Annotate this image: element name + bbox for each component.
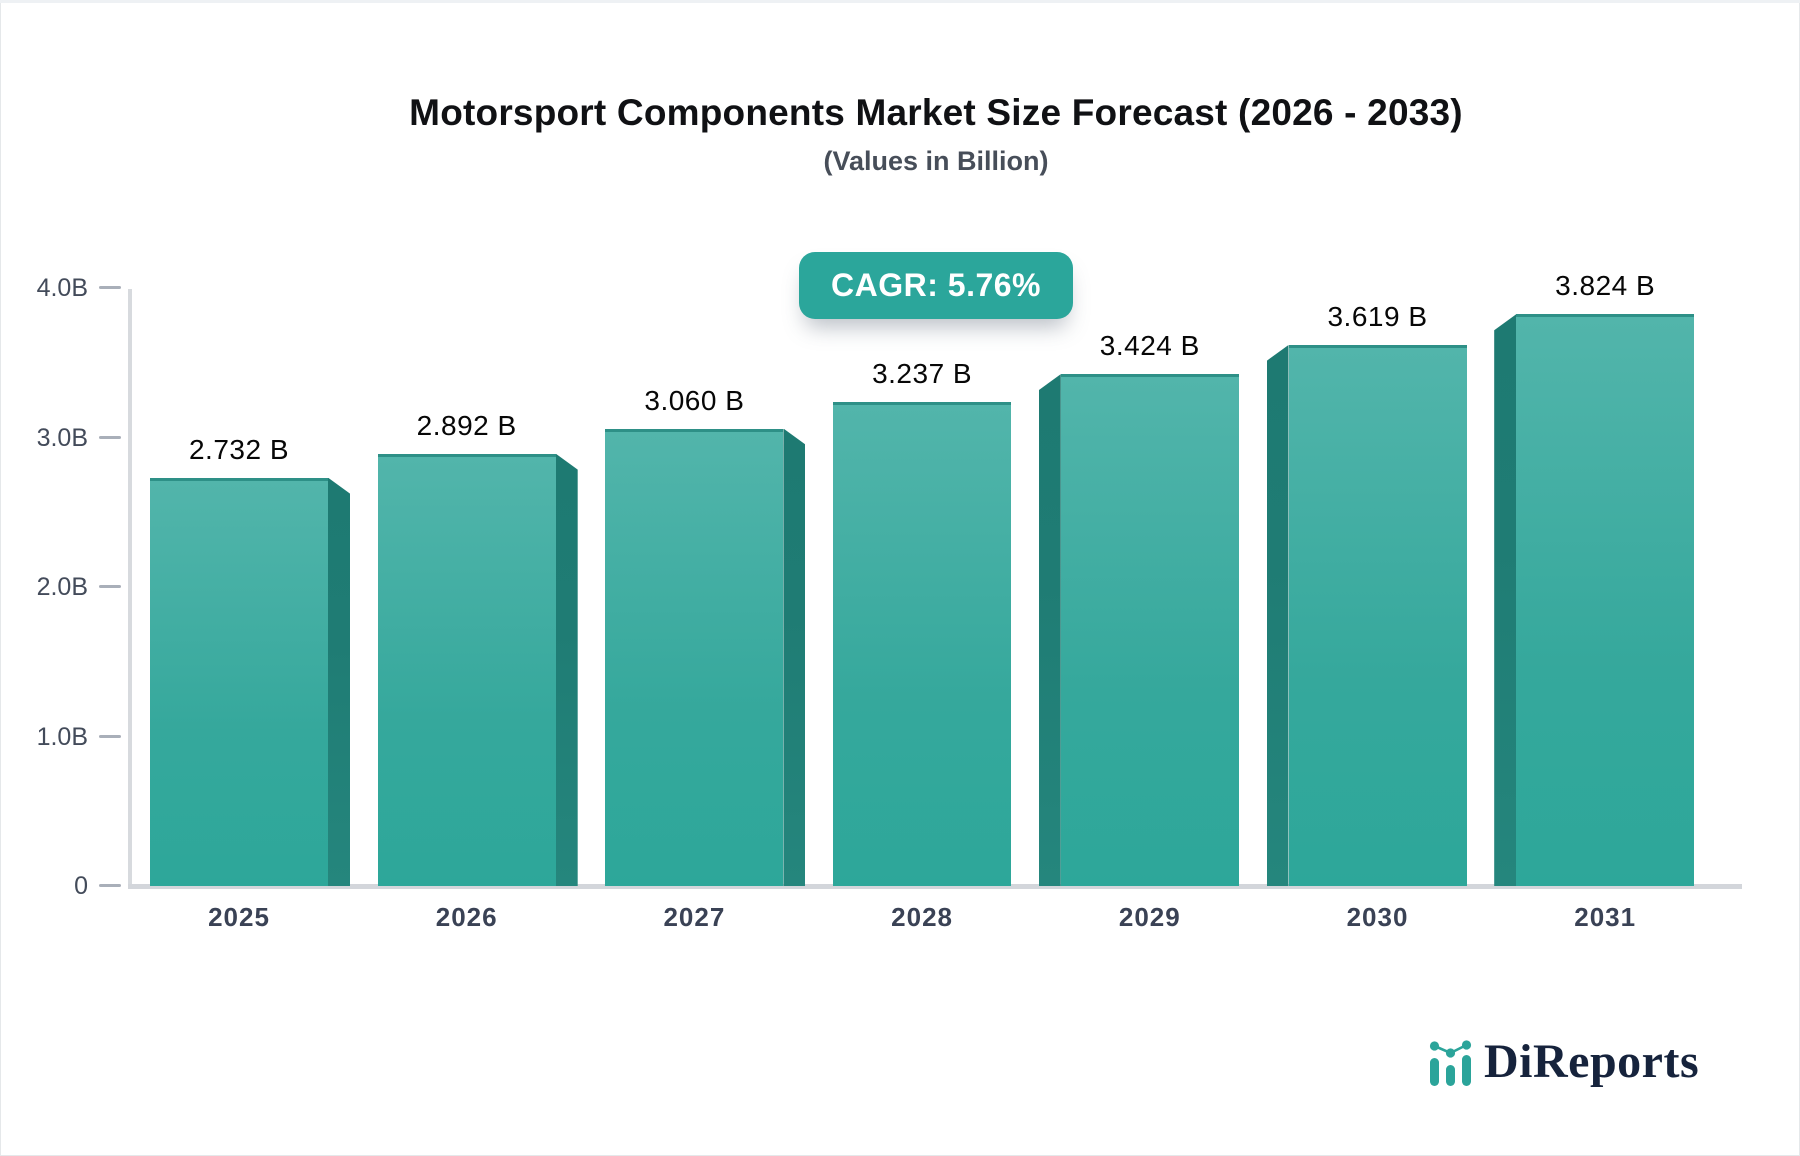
bar-value-label: 3.424 B [1099, 330, 1200, 362]
bar-line-chart-icon [1428, 1038, 1474, 1088]
bar-3d-side [1038, 374, 1061, 886]
bar-value-label: 2.892 B [416, 409, 517, 441]
y-tick-label: 4.0B [36, 274, 88, 302]
brand-logo-text: DiReports [1484, 1035, 1700, 1088]
brand-logo: DiReports [1428, 1036, 1699, 1088]
chart-subtitle: (Values in Billion) [823, 146, 1049, 176]
bar-value-label: 3.824 B [1555, 270, 1656, 302]
bar-3d-side [555, 453, 578, 886]
bar[interactable] [605, 428, 784, 886]
bar-value-label: 3.619 B [1327, 300, 1428, 332]
bar-value-label: 2.732 B [188, 433, 290, 465]
bar-value-label: 3.060 B [644, 384, 745, 416]
bar[interactable] [833, 402, 1012, 886]
bar[interactable] [1060, 374, 1239, 886]
x-tick-label: 2026 [435, 902, 498, 932]
bar-3d-side [328, 477, 350, 886]
chart-title: Motorsport Components Market Size Foreca… [409, 92, 1463, 133]
bar-value-label: 3.237 B [872, 358, 973, 390]
y-tick-dash [99, 585, 121, 588]
x-tick-label: 2025 [208, 902, 270, 932]
bar[interactable] [1288, 344, 1467, 886]
bar-3d-side [783, 428, 806, 886]
bar[interactable] [150, 477, 328, 886]
y-tick-label: 3.0B [36, 423, 88, 452]
bar[interactable] [377, 453, 556, 886]
y-tick-dash [99, 435, 121, 439]
x-axis-baseline [128, 884, 1742, 889]
x-tick-label: 2028 [891, 902, 954, 932]
y-tick-dash [99, 734, 121, 738]
x-tick-label: 2031 [1574, 902, 1637, 932]
top-edge-divider [0, 0, 1800, 3]
y-tick-label: 1.0B [36, 722, 88, 751]
y-tick-label: 2.0B [36, 573, 88, 601]
bar-3d-side [1494, 314, 1517, 886]
cagr-badge: CAGR: 5.76% [799, 252, 1073, 319]
x-tick-label: 2030 [1346, 902, 1409, 932]
y-tick-dash [99, 884, 121, 887]
y-tick-label: 0 [74, 872, 88, 900]
x-tick-label: 2027 [663, 902, 726, 932]
y-axis-line [128, 289, 132, 888]
bar[interactable] [1516, 314, 1695, 886]
y-tick-dash [99, 286, 121, 289]
x-tick-label: 2029 [1118, 902, 1181, 932]
bar-3d-side [1266, 344, 1289, 886]
